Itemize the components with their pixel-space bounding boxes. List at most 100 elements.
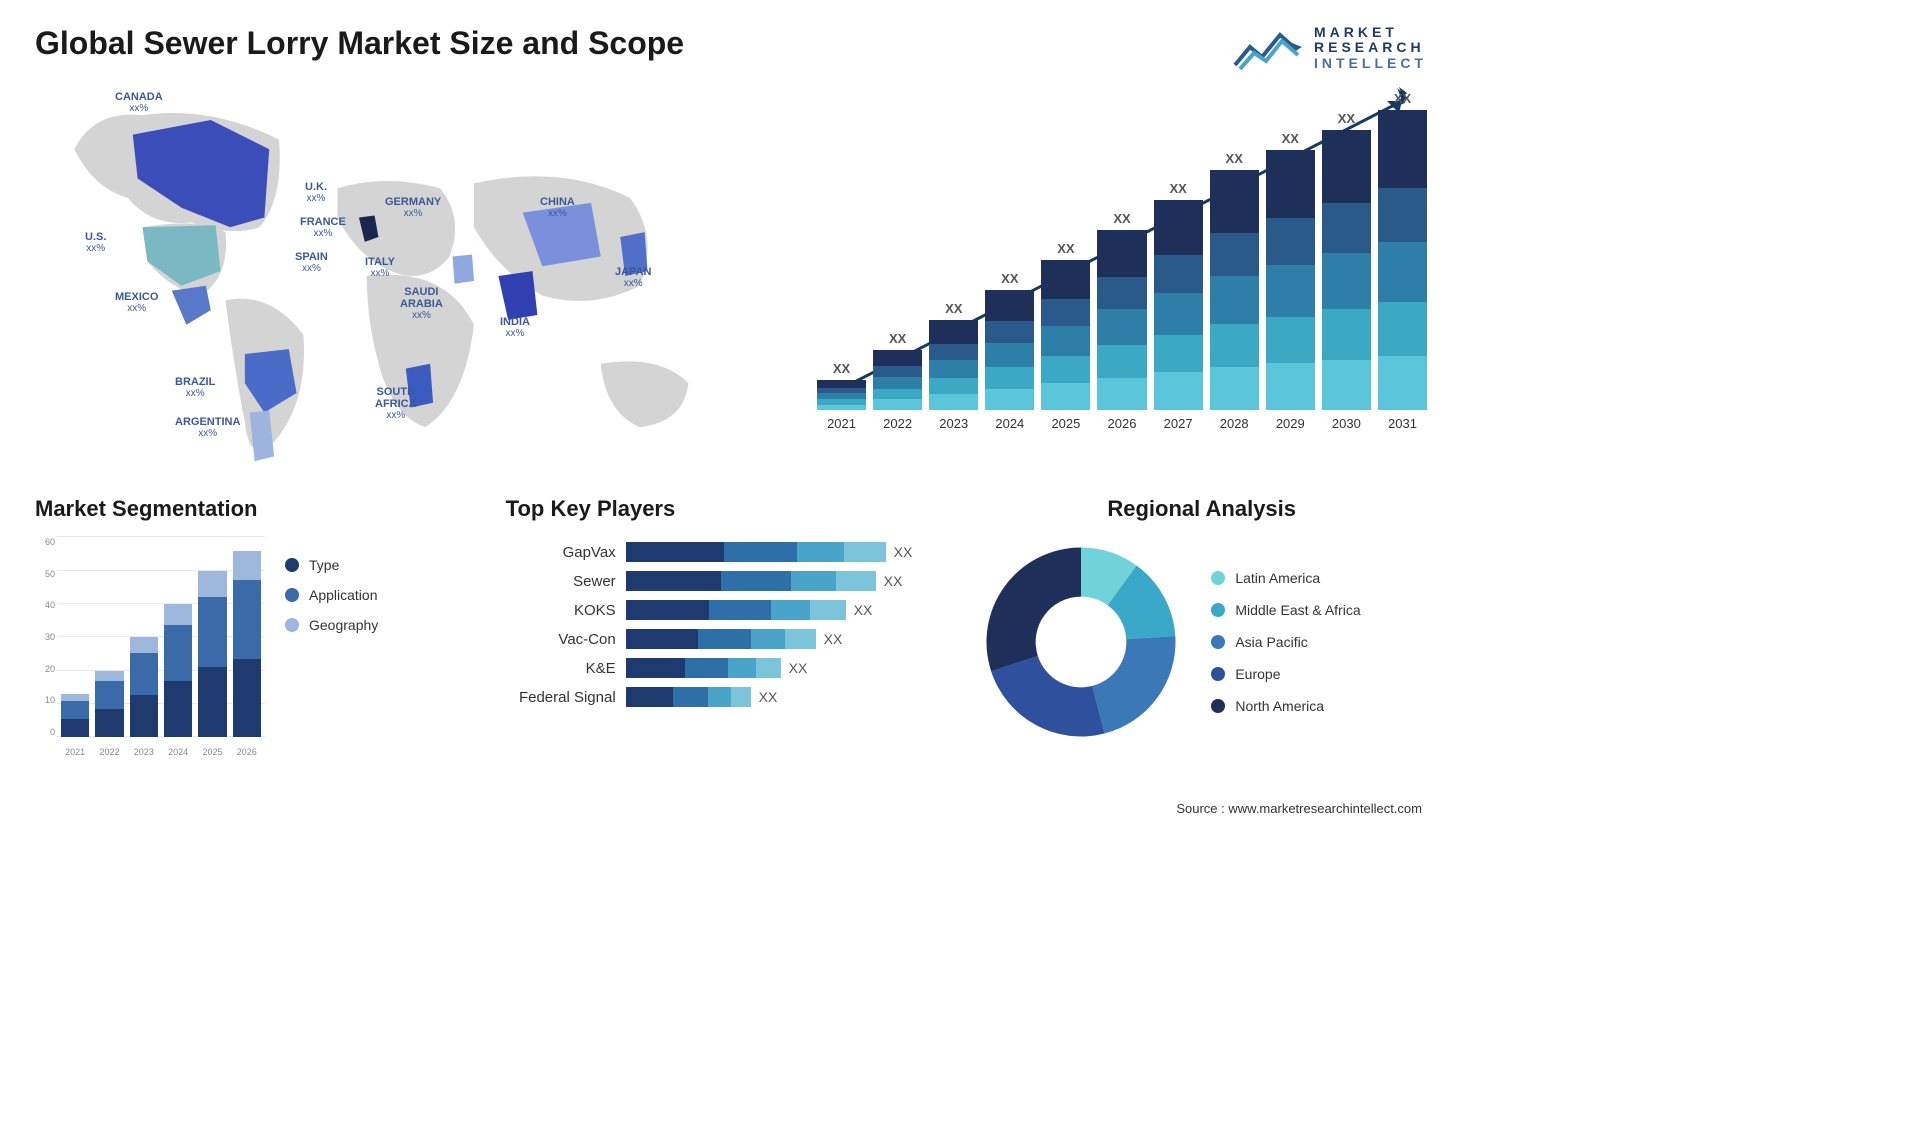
- forecast-bar: XX 2031: [1378, 91, 1427, 431]
- player-name: GapVax: [506, 544, 616, 561]
- regional-panel: Regional Analysis Latin America Middle Ea…: [976, 496, 1427, 776]
- player-row: SewerXX: [506, 571, 957, 591]
- player-value: XX: [894, 544, 913, 560]
- map-label: ARGENTINAxx%: [175, 416, 240, 439]
- player-row: Federal Signal XX: [506, 687, 957, 707]
- map-label: JAPANxx%: [615, 266, 651, 289]
- players-title: Top Key Players: [506, 496, 957, 522]
- donut-slice: [1093, 636, 1176, 733]
- player-value: XX: [884, 573, 903, 589]
- map-label: U.S.xx%: [85, 231, 106, 254]
- regional-title: Regional Analysis: [976, 496, 1427, 522]
- players-chart: GapVaxXXSewerXXKOKSXXVac-ConXXK&EXXFeder…: [506, 537, 957, 707]
- legend-item: Application: [285, 587, 378, 603]
- logo-line2: RESEARCH: [1314, 40, 1427, 55]
- logo-line3: INTELLECT: [1314, 56, 1427, 71]
- legend-item: Type: [285, 557, 378, 573]
- forecast-bar: XX2023: [929, 301, 978, 431]
- player-name: K&E: [506, 660, 616, 677]
- player-value: XX: [759, 689, 778, 705]
- bar-year-label: 2031: [1388, 416, 1417, 431]
- forecast-bar: XX 2027: [1154, 181, 1203, 431]
- forecast-bar: XX 2028: [1210, 151, 1259, 431]
- bar-value-label: XX: [1282, 131, 1299, 146]
- map-label: GERMANYxx%: [385, 196, 441, 219]
- map-label: ITALYxx%: [365, 256, 395, 279]
- bar-year-label: 2025: [1051, 416, 1080, 431]
- players-panel: Top Key Players GapVaxXXSewerXXKOKSXXVac…: [506, 496, 957, 776]
- bar-year-label: 2024: [995, 416, 1024, 431]
- map-label: SAUDIARABIAxx%: [400, 286, 443, 321]
- bar-value-label: XX: [1057, 241, 1074, 256]
- legend-item: Middle East & Africa: [1211, 602, 1360, 618]
- map-label: BRAZILxx%: [175, 376, 215, 399]
- bar-value-label: XX: [1169, 181, 1186, 196]
- player-value: XX: [789, 660, 808, 676]
- player-value: XX: [824, 631, 843, 647]
- forecast-bar: XX 2029: [1266, 131, 1315, 431]
- map-label: SOUTHAFRICAxx%: [375, 386, 417, 421]
- map-label: U.K.xx%: [305, 181, 327, 204]
- bar-value-label: XX: [1226, 151, 1243, 166]
- map-label: FRANCExx%: [300, 216, 346, 239]
- map-label: SPAINxx%: [295, 251, 328, 274]
- page-title: Global Sewer Lorry Market Size and Scope: [35, 25, 684, 62]
- player-name: KOKS: [506, 602, 616, 619]
- bar-year-label: 2028: [1220, 416, 1249, 431]
- seg-bar: [95, 671, 123, 738]
- player-row: K&E XX: [506, 658, 957, 678]
- bar-value-label: XX: [1338, 111, 1355, 126]
- bar-year-label: 2026: [1108, 416, 1137, 431]
- bar-value-label: XX: [1113, 211, 1130, 226]
- map-label: CANADAxx%: [115, 91, 163, 114]
- seg-bar: [233, 551, 261, 738]
- player-value: XX: [854, 602, 873, 618]
- segmentation-panel: Market Segmentation 0102030405060 202120…: [35, 496, 486, 776]
- bar-value-label: XX: [833, 361, 850, 376]
- bar-year-label: 2027: [1164, 416, 1193, 431]
- regional-donut: [976, 537, 1186, 747]
- donut-slice: [987, 548, 1082, 672]
- seg-bar: [198, 571, 226, 738]
- seg-bar: [130, 637, 158, 737]
- forecast-bar: XX 2024: [985, 271, 1034, 431]
- player-row: Vac-Con XX: [506, 629, 957, 649]
- legend-item: North America: [1211, 698, 1360, 714]
- world-map: CANADAxx% U.S.xx% MEXICOxx% BRAZILxx% ARGENT…: [35, 81, 757, 471]
- map-label: CHINAxx%: [540, 196, 575, 219]
- segmentation-title: Market Segmentation: [35, 496, 486, 522]
- forecast-bar: XX 2030: [1322, 111, 1371, 431]
- player-name: Vac-Con: [506, 631, 616, 648]
- player-name: Federal Signal: [506, 689, 616, 706]
- legend-item: Latin America: [1211, 570, 1360, 586]
- bar-value-label: XX: [889, 331, 906, 346]
- seg-bar: [61, 694, 89, 737]
- legend-item: Europe: [1211, 666, 1360, 682]
- forecast-chart: XX2021XX2022XX2023XX2024XX2025XX2026XX20…: [787, 81, 1427, 471]
- segmentation-chart: 0102030405060 202120222023202420252026: [35, 537, 265, 757]
- logo-mark-icon: [1232, 25, 1302, 71]
- donut-slice: [991, 656, 1104, 736]
- legend-item: Asia Pacific: [1211, 634, 1360, 650]
- regional-legend: Latin America Middle East & Africa Asia Pa…: [1211, 570, 1360, 714]
- forecast-bar: XX 2026: [1097, 211, 1146, 431]
- forecast-bar: XX 2025: [1041, 241, 1090, 431]
- bar-value-label: XX: [1001, 271, 1018, 286]
- brand-logo: MARKET RESEARCH INTELLECT: [1232, 25, 1427, 71]
- bar-year-label: 2021: [827, 416, 856, 431]
- map-label: INDIAxx%: [500, 316, 530, 339]
- source-text: Source : www.marketresearchintellect.com: [1176, 801, 1422, 816]
- legend-item: Geography: [285, 617, 378, 633]
- segmentation-legend: Type Application Geography: [285, 537, 378, 757]
- header: Global Sewer Lorry Market Size and Scope…: [35, 25, 1427, 71]
- logo-line1: MARKET: [1314, 25, 1427, 40]
- player-row: KOKS XX: [506, 600, 957, 620]
- player-row: GapVax XX: [506, 542, 957, 562]
- seg-bar: [164, 604, 192, 737]
- bar-value-label: XX: [1394, 91, 1411, 106]
- map-label: MEXICOxx%: [115, 291, 158, 314]
- bar-year-label: 2029: [1276, 416, 1305, 431]
- bar-year-label: 2030: [1332, 416, 1361, 431]
- forecast-bar: XX2022: [873, 331, 922, 431]
- bar-value-label: XX: [945, 301, 962, 316]
